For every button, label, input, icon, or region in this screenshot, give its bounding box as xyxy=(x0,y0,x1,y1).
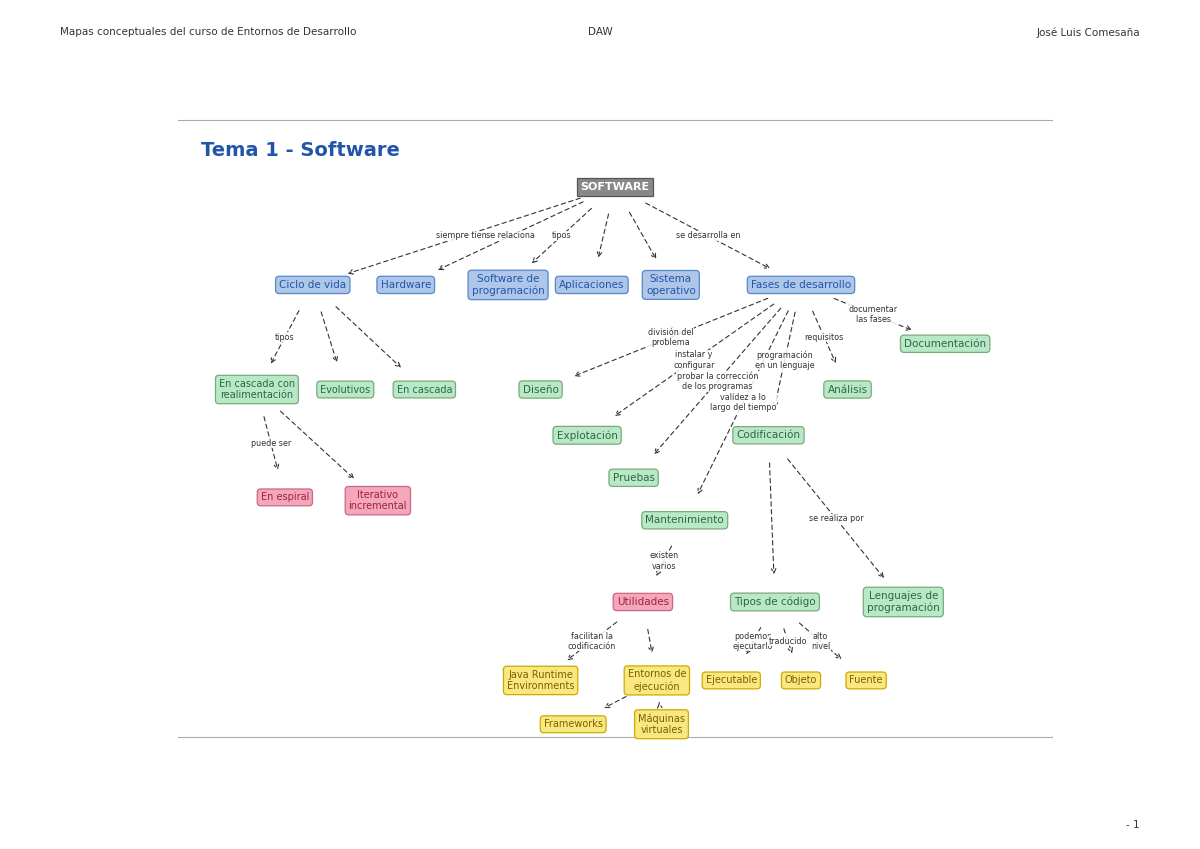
Text: se relaciona: se relaciona xyxy=(486,232,535,240)
Text: probar la corrección
de los programas: probar la corrección de los programas xyxy=(677,371,758,391)
Text: Evolutivos: Evolutivos xyxy=(320,385,371,395)
Text: Aplicaciones: Aplicaciones xyxy=(559,280,624,290)
Text: Mapas conceptuales del curso de Entornos de Desarrollo: Mapas conceptuales del curso de Entornos… xyxy=(60,27,356,37)
Text: se desarrolla en: se desarrolla en xyxy=(676,232,740,240)
Text: tipos: tipos xyxy=(552,232,571,240)
Text: En cascada: En cascada xyxy=(396,385,452,395)
Text: Tema 1 - Software: Tema 1 - Software xyxy=(202,141,400,160)
Text: Tipos de código: Tipos de código xyxy=(734,597,816,607)
Text: Iterativo
incremental: Iterativo incremental xyxy=(349,490,407,511)
Text: En cascada con
realimentación: En cascada con realimentación xyxy=(218,379,295,401)
Text: puede ser: puede ser xyxy=(251,439,292,448)
Text: Lenguajes de
programación: Lenguajes de programación xyxy=(866,591,940,613)
Text: En espiral: En espiral xyxy=(260,492,310,503)
Text: Pruebas: Pruebas xyxy=(613,473,655,483)
Text: Máquinas
virtuales: Máquinas virtuales xyxy=(638,713,685,735)
Text: Documentación: Documentación xyxy=(904,339,986,349)
Text: Explotación: Explotación xyxy=(557,430,618,441)
Text: Fuente: Fuente xyxy=(850,676,883,685)
Text: SOFTWARE: SOFTWARE xyxy=(581,182,649,192)
Text: tipos: tipos xyxy=(275,333,295,342)
Text: alto
nivel: alto nivel xyxy=(811,632,830,651)
Text: existen
varios: existen varios xyxy=(649,551,678,571)
Text: DAW: DAW xyxy=(588,27,612,37)
Text: Software de
programación: Software de programación xyxy=(472,274,545,296)
Text: Hardware: Hardware xyxy=(380,280,431,290)
Text: se realiza por: se realiza por xyxy=(809,514,863,523)
Text: Java Runtime
Environments: Java Runtime Environments xyxy=(506,670,575,691)
Text: documentar
las fases: documentar las fases xyxy=(848,305,898,324)
Text: traducido: traducido xyxy=(769,637,808,646)
Text: Ejecutable: Ejecutable xyxy=(706,676,757,685)
Text: Codificación: Codificación xyxy=(737,430,800,441)
Text: Análisis: Análisis xyxy=(828,385,868,395)
Text: Mantenimiento: Mantenimiento xyxy=(646,515,724,526)
Text: programación
en un lenguaje: programación en un lenguaje xyxy=(755,350,815,370)
Text: Entornos de
ejecución: Entornos de ejecución xyxy=(628,669,686,692)
Text: siempre tiene: siempre tiene xyxy=(436,232,492,240)
Text: Frameworks: Frameworks xyxy=(544,719,602,729)
Text: división del
problema: división del problema xyxy=(648,328,694,347)
Text: podemos
ejecutarlo: podemos ejecutarlo xyxy=(733,632,773,651)
Text: instalar y
configurar: instalar y configurar xyxy=(673,351,715,370)
Text: José Luis Comesaña: José Luis Comesaña xyxy=(1037,27,1140,37)
Text: Ciclo de vida: Ciclo de vida xyxy=(280,280,347,290)
Text: Diseño: Diseño xyxy=(523,385,558,395)
Text: Sistema
operativo: Sistema operativo xyxy=(646,274,696,295)
Text: requisitos: requisitos xyxy=(805,333,844,342)
Text: facilitan la
codificación: facilitan la codificación xyxy=(568,632,616,651)
Text: Objeto: Objeto xyxy=(785,676,817,685)
Text: valídez a lo
largo del tiempo: valídez a lo largo del tiempo xyxy=(709,393,776,413)
Text: Fases de desarrollo: Fases de desarrollo xyxy=(751,280,851,290)
Text: - 1: - 1 xyxy=(1127,820,1140,830)
Text: Utilidades: Utilidades xyxy=(617,597,668,607)
